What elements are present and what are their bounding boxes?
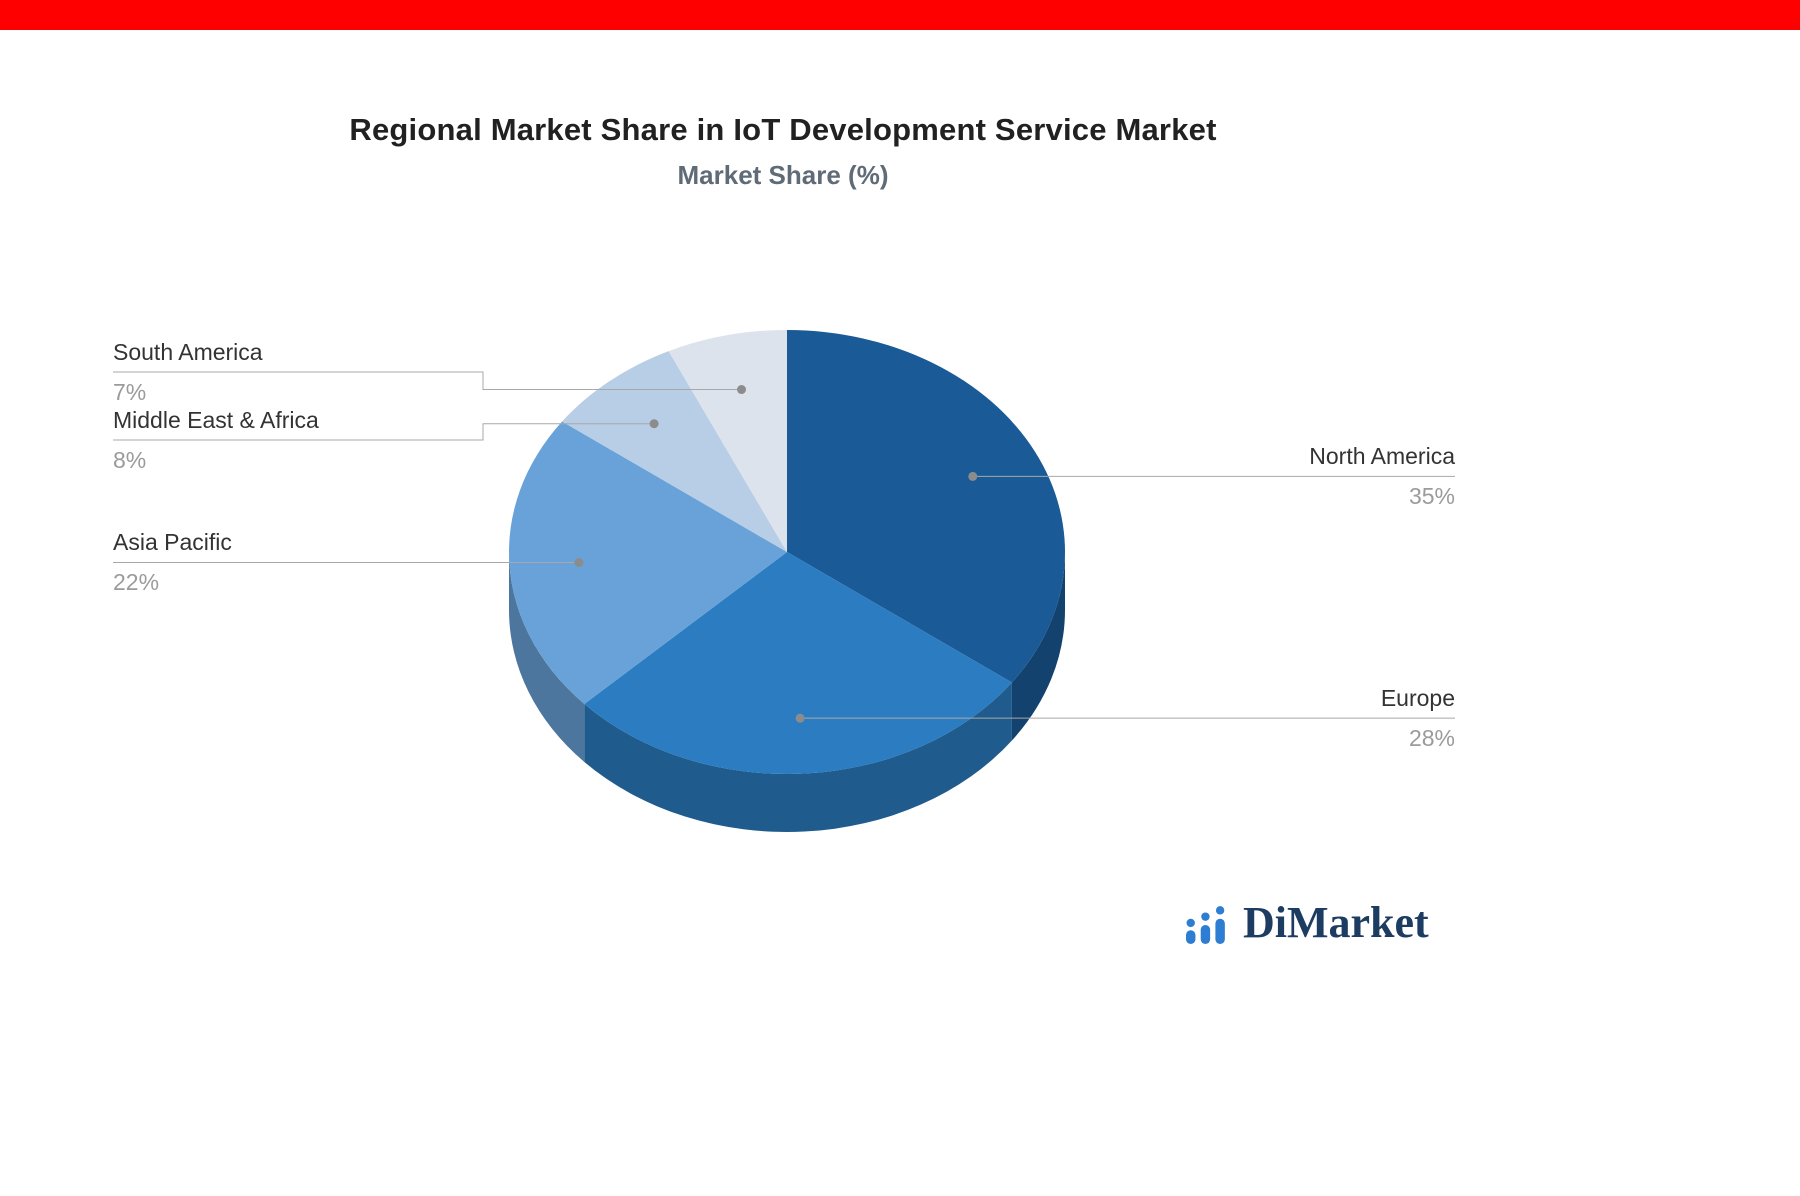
pie-slice[interactable] (787, 330, 1065, 683)
leader-dot (968, 471, 978, 481)
leader-line (113, 423, 655, 441)
top-red-bar (0, 0, 1800, 30)
pie-slice[interactable] (509, 421, 787, 704)
chart-header: Regional Market Share in IoT Development… (0, 112, 1566, 191)
pie-slice[interactable] (668, 330, 787, 552)
pie-slice-side (584, 682, 1012, 832)
chart-title: Regional Market Share in IoT Development… (349, 112, 1217, 147)
leader-line (113, 371, 742, 391)
pie-slice-side (509, 552, 585, 762)
chart-subtitle: Market Share (%) (677, 160, 889, 190)
leader-dot (649, 419, 659, 429)
pie-slice-side (1011, 552, 1065, 741)
leader-dot (737, 385, 747, 395)
dimarket-logo: DiMarket (1183, 901, 1429, 945)
bar-chart-logo-icon (1186, 906, 1225, 944)
leader-dot (795, 713, 805, 723)
leader-dot (574, 557, 584, 567)
pie-slice[interactable] (562, 351, 787, 552)
logo-text: DiMarket (1243, 898, 1429, 947)
